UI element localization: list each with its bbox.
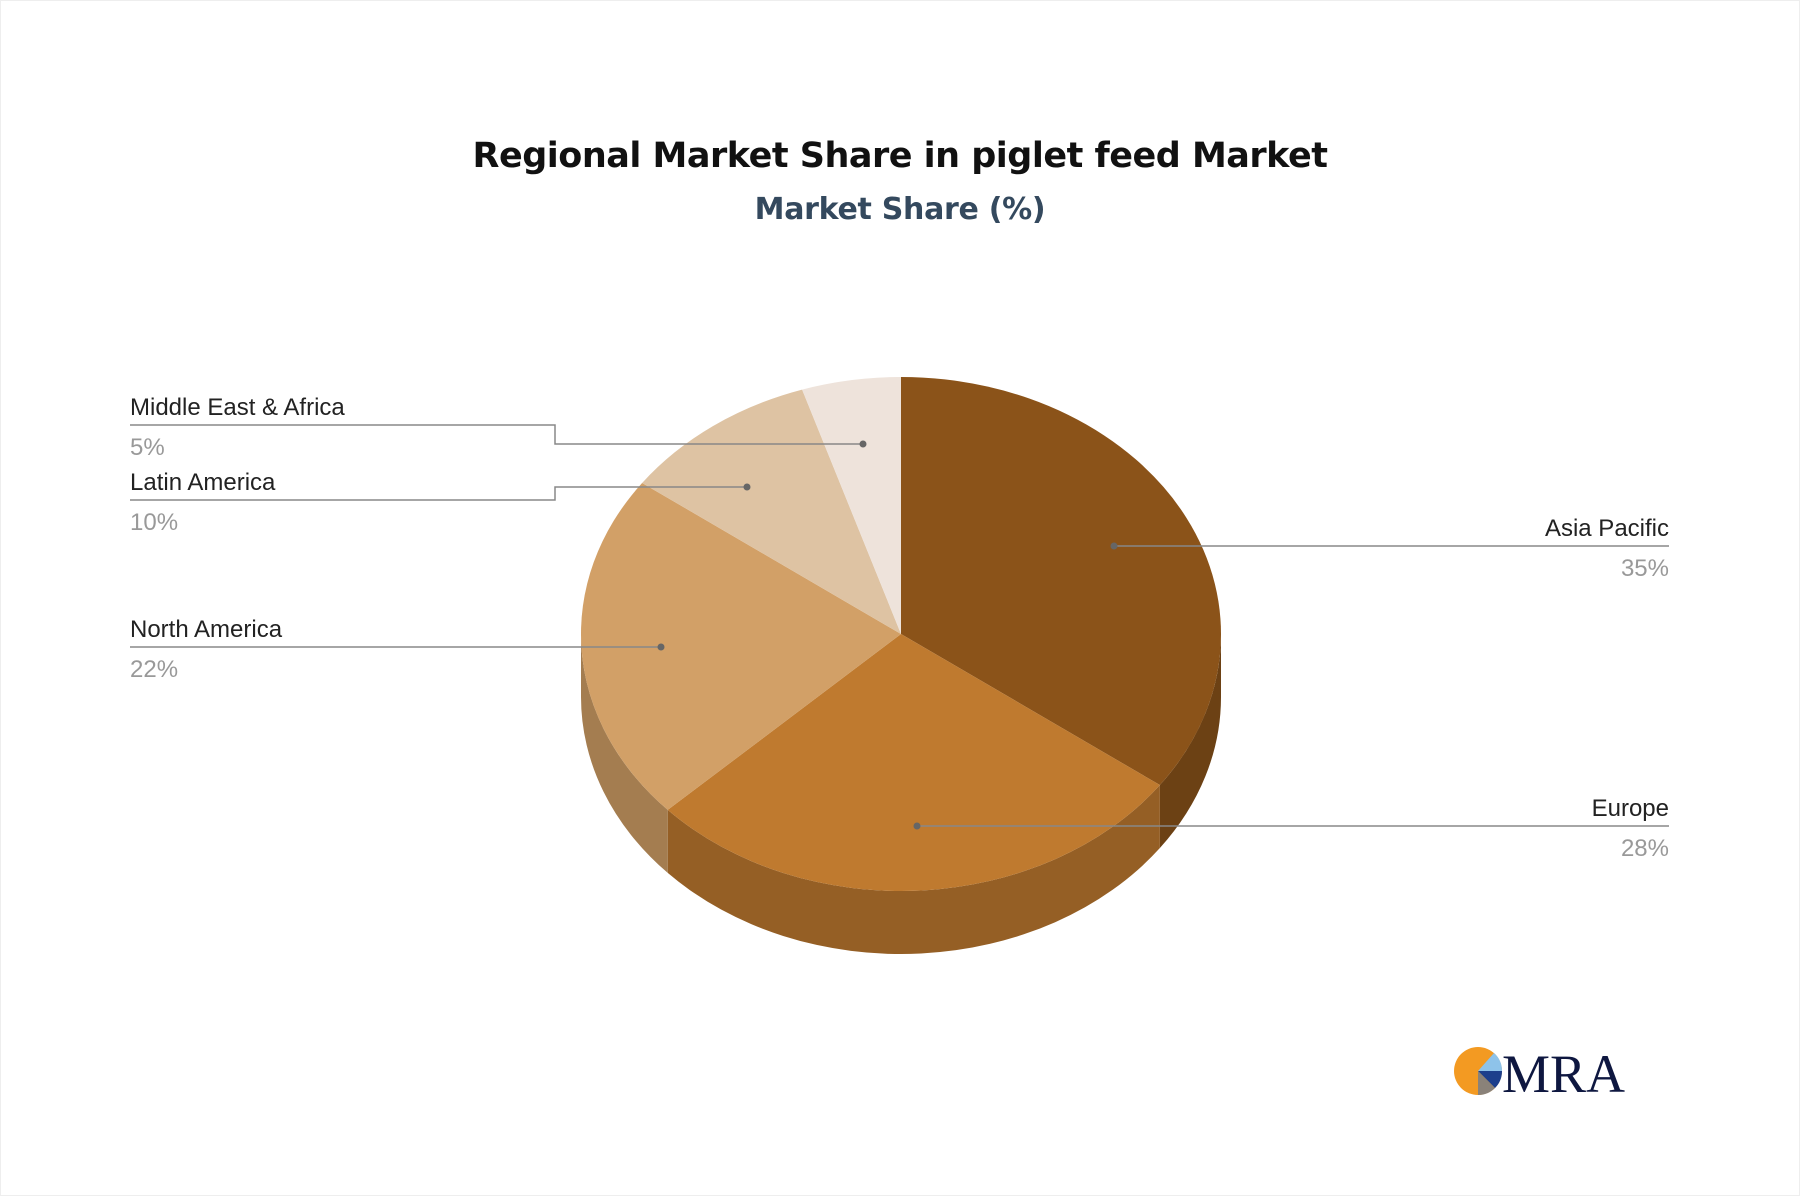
leader-line-latin-america (130, 486, 747, 501)
pie-side-north-america (581, 634, 668, 873)
data-value-latin-america: 10% (130, 509, 178, 536)
data-value-asia-pacific: 35% (1621, 555, 1669, 582)
data-label-middle-east-africa: Middle East & Africa (130, 394, 345, 421)
data-label-europe: Europe (1592, 795, 1669, 822)
data-label-north-america: North America (130, 616, 283, 643)
pie-side-europe (667, 785, 1160, 955)
pie-slice-middle-east-africa[interactable] (802, 377, 901, 634)
data-label-latin-america: Latin America (130, 469, 276, 496)
chart-subtitle: Market Share (%) (754, 192, 1046, 227)
leader-dot-asia-pacific (1110, 542, 1118, 550)
data-value-europe: 28% (1621, 835, 1669, 862)
pie-slice-asia-pacific[interactable] (901, 377, 1221, 786)
pie-side-asia-pacific (1159, 634, 1221, 849)
data-value-middle-east-africa: 5% (130, 434, 165, 461)
pie-slice-north-america[interactable] (580, 482, 901, 810)
leader-dot-north-america (657, 643, 665, 651)
pie-slice-latin-america[interactable] (642, 389, 901, 634)
chart-title: Regional Market Share in piglet feed Mar… (472, 136, 1328, 176)
leader-line-middle-east-africa (130, 424, 863, 445)
data-value-north-america: 22% (130, 656, 178, 683)
logo-text: MRA (1502, 1044, 1625, 1102)
leader-dot-middle-east-africa (859, 440, 867, 448)
leader-dot-latin-america (743, 483, 751, 491)
mra-logo: MRA (1454, 1044, 1625, 1102)
data-label-asia-pacific: Asia Pacific (1545, 515, 1669, 542)
leader-dot-europe (913, 822, 921, 830)
